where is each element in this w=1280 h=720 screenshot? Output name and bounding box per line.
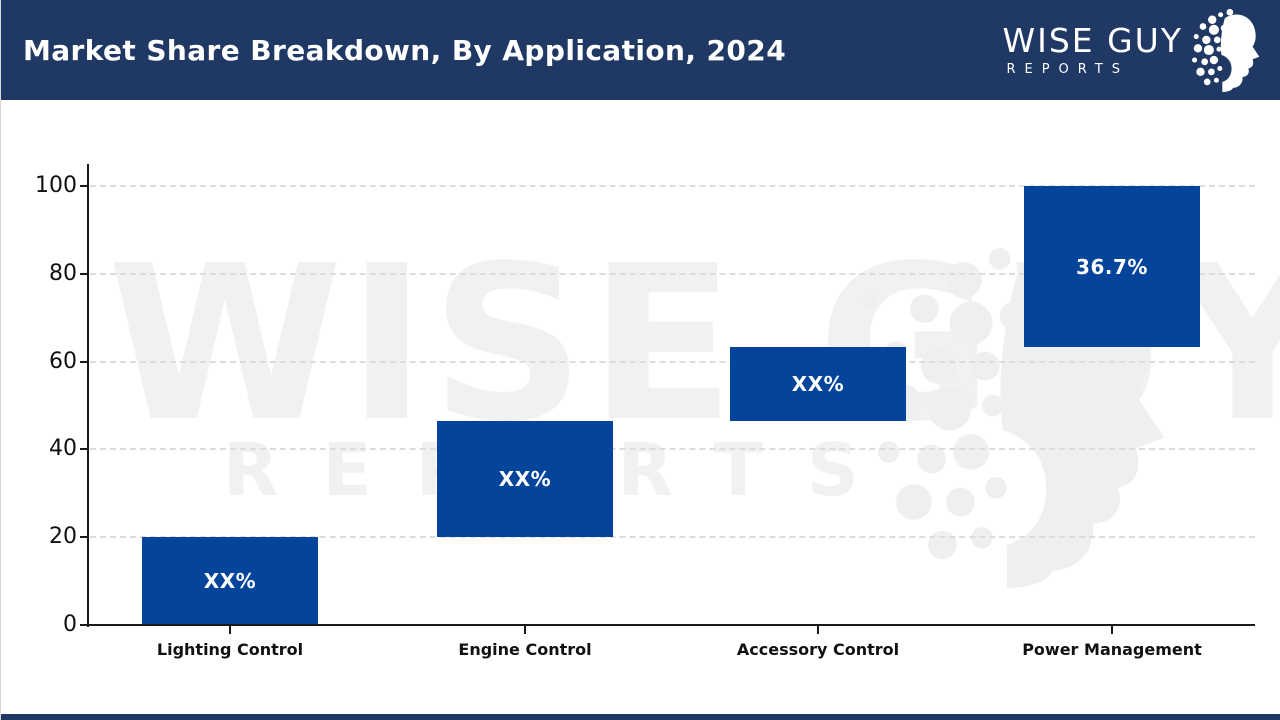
x-tick-2: [817, 626, 819, 634]
y-axis-line: [87, 164, 89, 627]
x-category-label: Lighting Control: [156, 640, 304, 659]
y-tick-label-20: 20: [49, 524, 77, 550]
y-tick-0: [80, 624, 89, 626]
bar-value-label: XX%: [791, 371, 845, 396]
bar-value-label: XX%: [498, 467, 552, 492]
gridline-60: [90, 360, 1255, 363]
page-title: Market Share Breakdown, By Application, …: [23, 33, 787, 67]
bar-engine-control: XX%: [437, 420, 613, 538]
gridline-40: [90, 448, 1255, 451]
x-category-label: Engine Control: [458, 640, 592, 659]
bar-value-label: XX%: [203, 569, 257, 594]
bar-accessory-control: XX%: [730, 347, 906, 421]
y-tick-label-80: 80: [49, 260, 77, 286]
brand-head-icon: [1192, 8, 1260, 92]
y-tick-80: [80, 272, 89, 275]
y-tick-100: [80, 185, 89, 187]
bar-power-management: 36.7%: [1024, 186, 1200, 348]
y-tick-label-100: 100: [35, 173, 77, 198]
gridline-80: [90, 272, 1255, 275]
brand-logo: WISE GUY REPORTS: [1002, 8, 1263, 92]
brand-logo-text: WISE GUY REPORTS: [1002, 24, 1183, 76]
x-tick-0: [229, 626, 231, 634]
gridline-100: [90, 185, 1255, 187]
x-tick-1: [524, 626, 526, 634]
header-bar: Market Share Breakdown, By Application, …: [1, 0, 1280, 100]
plot-area: WISE GUY REPORTS 020406080100XX%Lighting…: [1, 100, 1280, 714]
y-tick-60: [80, 360, 89, 363]
x-tick-3: [1111, 626, 1113, 634]
y-tick-20: [80, 536, 89, 539]
x-category-label: Accessory Control: [736, 640, 900, 659]
x-axis-line: [86, 624, 1255, 626]
brand-name: WISE GUY: [1002, 21, 1183, 60]
y-tick-label-40: 40: [49, 436, 77, 462]
brand-subname: REPORTS: [1006, 62, 1130, 77]
y-tick-label-0: 0: [63, 612, 77, 637]
y-tick-label-60: 60: [49, 348, 77, 374]
y-tick-40: [80, 448, 89, 451]
footer-bar: [1, 714, 1280, 720]
bar-lighting-control: XX%: [142, 537, 318, 625]
x-category-label: Power Management: [1022, 640, 1202, 659]
bar-value-label: 36.7%: [1076, 254, 1148, 279]
gridline-20: [90, 536, 1255, 539]
